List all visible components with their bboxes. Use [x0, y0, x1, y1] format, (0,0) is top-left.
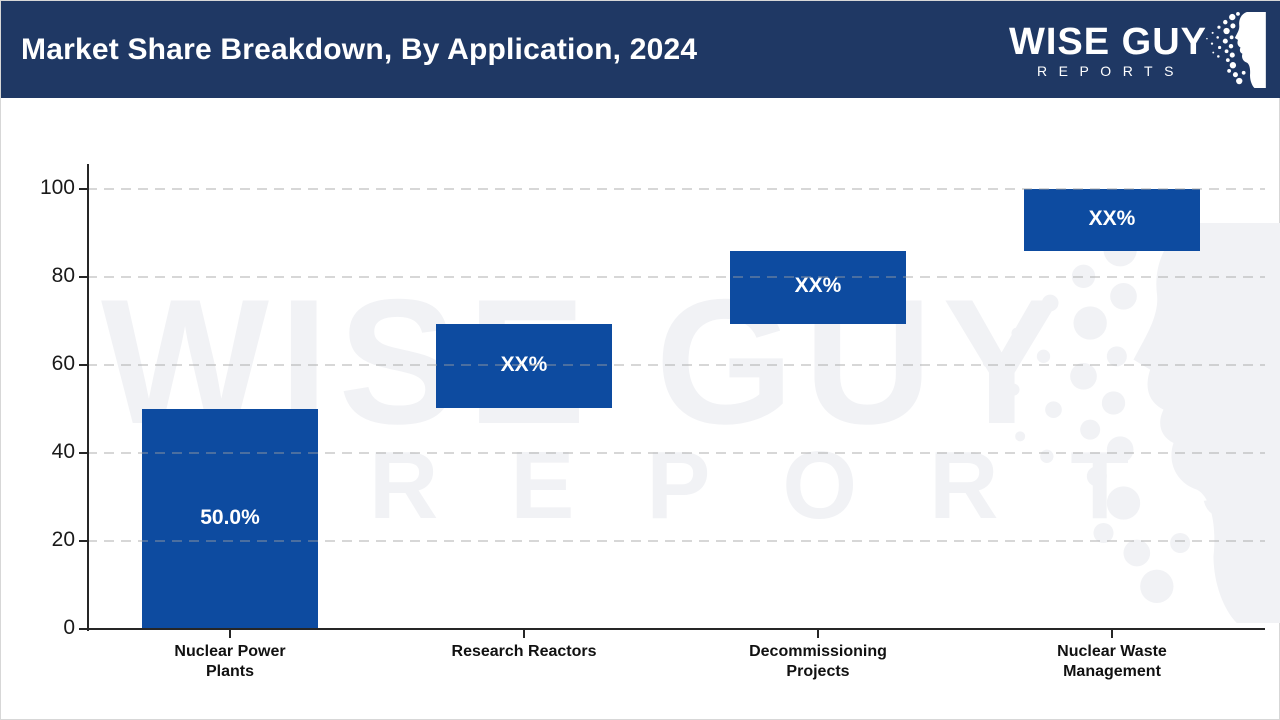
x-axis-category-label: Nuclear Waste Management [962, 642, 1262, 682]
logo-face-dots-icon [1206, 12, 1266, 88]
y-tick-mark [79, 187, 87, 190]
y-tick-label: 60 [51, 351, 75, 375]
x-axis-category-label: Research Reactors [374, 642, 674, 662]
x-axis-category-line: Plants [205, 662, 254, 680]
x-axis-category-line: Research Reactors [451, 642, 597, 660]
bar-value-label: XX% [794, 274, 842, 298]
x-axis-category-line: Decommissioning [749, 642, 887, 660]
chart-title: Market Share Breakdown, By Application, … [21, 32, 698, 66]
bar-segment: 50.0% [142, 408, 318, 629]
x-tick-mark [1111, 630, 1113, 638]
gridline [87, 539, 1265, 542]
y-tick-mark [79, 275, 87, 278]
y-tick-label: 0 [63, 615, 75, 639]
bar-value-label: 50.0% [200, 505, 260, 529]
x-axis-category-label: Nuclear Power Plants [80, 642, 380, 682]
bar-segment: XX% [730, 250, 906, 324]
gridline [87, 451, 1265, 454]
gridline [87, 187, 1265, 190]
y-tick-label: 100 [39, 175, 75, 199]
y-tick-mark [79, 363, 87, 366]
y-tick-mark [79, 451, 87, 454]
gridline [87, 275, 1265, 278]
y-tick-label: 80 [51, 263, 75, 287]
logo-wordmark-main: WISE GUY [1008, 20, 1207, 63]
x-axis-category-line: Nuclear Power [174, 642, 286, 660]
gridline [87, 363, 1265, 366]
x-tick-mark [523, 630, 525, 638]
bar-value-label: XX% [1088, 206, 1136, 230]
x-axis-category-line: Nuclear Waste [1057, 642, 1167, 660]
logo-wordmark: WISE GUY REPORTS [1009, 23, 1207, 78]
y-tick-label: 40 [51, 439, 75, 463]
x-tick-mark [817, 630, 819, 638]
bar-segment: XX% [436, 324, 612, 409]
logo-wordmark-sub: REPORTS [1037, 62, 1185, 79]
x-axis-category-label: Decommissioning Projects [668, 642, 968, 682]
x-axis-category-line: Management [1063, 662, 1161, 680]
brand-logo: WISE GUY REPORTS [1009, 11, 1267, 89]
y-tick-label: 20 [51, 527, 75, 551]
y-tick-mark [79, 539, 87, 542]
x-axis-category-line: Projects [786, 662, 850, 680]
y-tick-mark [79, 627, 87, 630]
bar-segment: XX% [1024, 188, 1200, 251]
x-tick-mark [229, 630, 231, 638]
bar-value-label: XX% [500, 353, 548, 377]
y-axis-spine [87, 164, 89, 631]
x-axis-spine [87, 628, 1265, 630]
header-bar: Market Share Breakdown, By Application, … [1, 1, 1280, 98]
